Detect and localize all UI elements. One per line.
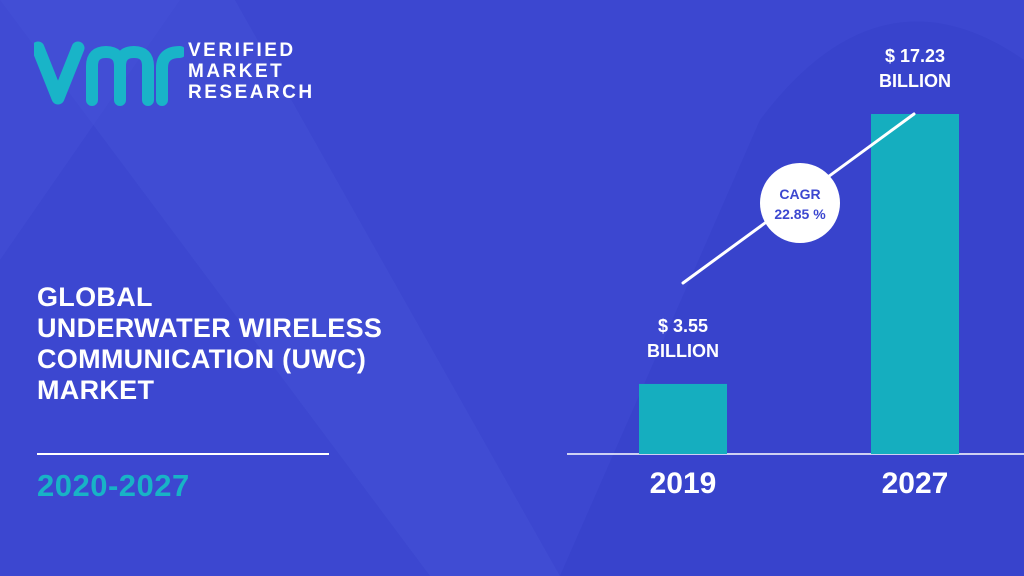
brand-line-2: MARKET	[188, 61, 285, 82]
value-unit-2027: BILLION	[879, 71, 951, 91]
x-tick-2019: 2019	[650, 467, 717, 500]
brand-line-1: VERIFIED	[188, 40, 296, 61]
vmr-logo-icon	[31, 41, 186, 106]
title-divider	[37, 453, 329, 455]
value-unit-2019: BILLION	[647, 341, 719, 361]
value-label-2019: $ 3.55	[658, 316, 708, 336]
title-line-1: GLOBAL	[37, 282, 153, 312]
title-line-3: COMMUNICATION (UWC)	[37, 344, 367, 374]
title-line-2: UNDERWATER WIRELESS	[37, 313, 383, 343]
cagr-badge	[760, 163, 840, 243]
brand-name: VERIFIED MARKET RESEARCH	[188, 40, 315, 103]
bar-2019	[639, 383, 727, 454]
bar-2027	[871, 114, 959, 454]
forecast-period: 2020-2027	[37, 468, 190, 503]
report-title: GLOBAL UNDERWATER WIRELESS COMMUNICATION…	[37, 282, 382, 406]
value-label-2027: $ 17.23	[885, 46, 945, 66]
title-line-4: MARKET	[37, 375, 155, 405]
brand-logo	[31, 38, 324, 108]
x-tick-2027: 2027	[882, 467, 949, 500]
cagr-value: 22.85 %	[774, 206, 826, 222]
cagr-label: CAGR	[779, 186, 820, 202]
brand-line-3: RESEARCH	[188, 82, 315, 103]
